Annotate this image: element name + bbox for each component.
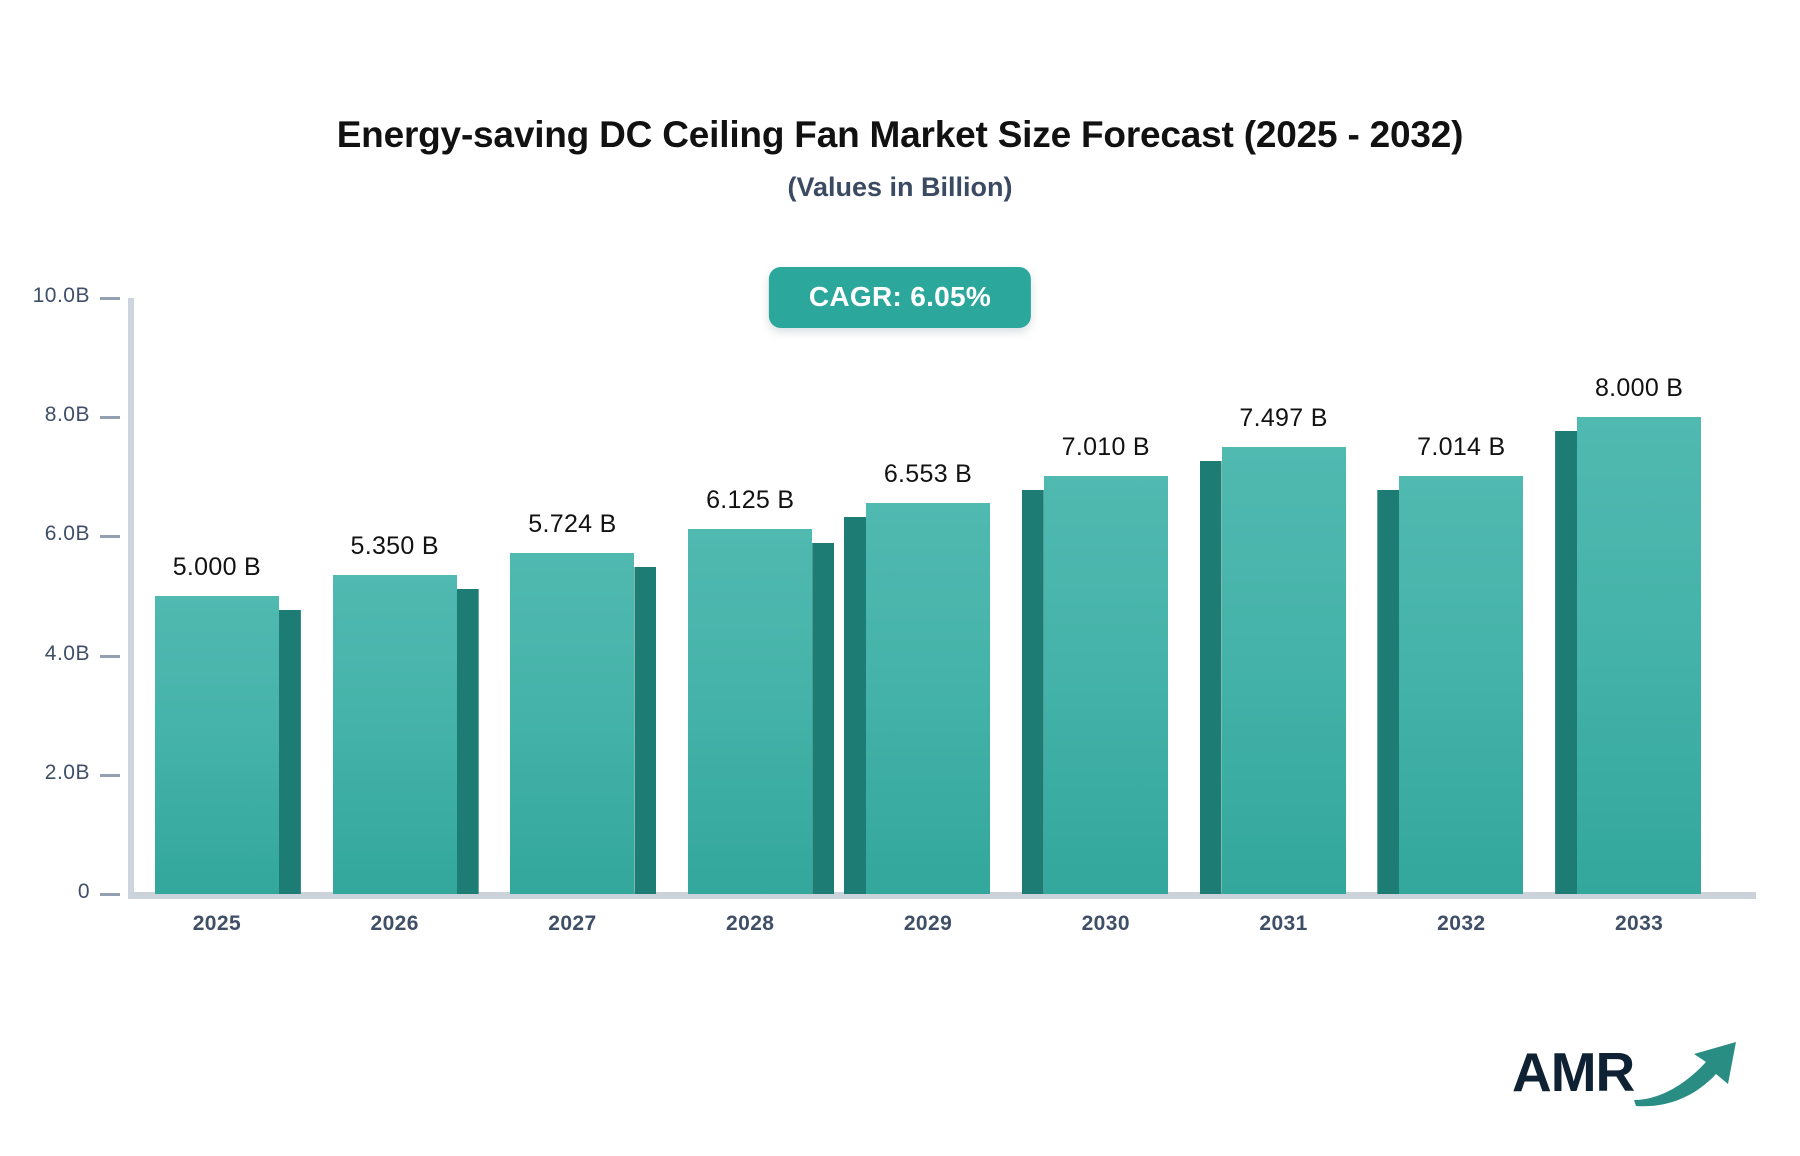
y-axis-tick-label: 2.0B (44, 760, 90, 784)
bar-column[interactable]: 7.014 B (1377, 298, 1524, 894)
bar-column[interactable]: 7.010 B (1021, 298, 1168, 894)
bar-side-face (844, 517, 866, 894)
x-axis-tick-label: 2031 (1259, 912, 1308, 935)
bar[interactable]: 5.000 B (154, 553, 301, 894)
bar-column[interactable]: 5.000 B (154, 298, 301, 894)
y-axis-tick-label: 10.0B (32, 284, 90, 307)
bar-value-label: 5.350 B (350, 532, 439, 561)
bar-column[interactable]: 7.497 B (1199, 298, 1346, 894)
y-axis-tick-mark (100, 773, 120, 777)
y-axis-tick-mark (100, 535, 120, 539)
bar-value-label: 6.553 B (883, 460, 973, 489)
x-axis-tick-label: 2026 (370, 912, 419, 935)
y-axis-tick-mark (100, 893, 120, 896)
bar-value-label: 5.000 B (172, 553, 262, 581)
x-axis-tick-label: 2028 (726, 912, 775, 935)
bar-value-label: 7.014 B (1417, 432, 1506, 461)
bar-front-face (332, 575, 457, 894)
x-axis-line (128, 892, 1756, 899)
chart-subtitle: (Values in Billion) (787, 172, 1013, 202)
y-axis-tick-mark (100, 654, 120, 658)
bar-value-label: 5.724 B (528, 509, 617, 538)
bar-front-face (1577, 417, 1702, 894)
x-axis-tick-label: 2032 (1437, 912, 1486, 935)
bar[interactable]: 6.553 B (844, 460, 990, 894)
bar-side-face (1377, 489, 1400, 894)
bar-value-label: 7.497 B (1239, 404, 1328, 433)
bar[interactable]: 7.010 B (1021, 433, 1168, 894)
bar-side-face (1555, 431, 1578, 894)
x-axis-tick-label: 2033 (1614, 912, 1664, 935)
bar-side-face (634, 566, 657, 894)
bar[interactable]: 5.350 B (332, 532, 479, 894)
bar-side-face (812, 542, 835, 894)
bar-side-face (1199, 461, 1222, 894)
bar-column[interactable]: 8.000 B (1555, 298, 1702, 894)
bar-front-face (1221, 447, 1346, 894)
bar[interactable]: 6.125 B (688, 486, 835, 894)
y-axis-tick-mark (100, 416, 120, 420)
x-axis-tick-label: 2027 (548, 912, 597, 935)
amr-logo: AMR (1512, 1032, 1742, 1118)
bar[interactable]: 7.497 B (1199, 404, 1346, 894)
x-axis-tick-label: 2025 (192, 912, 242, 935)
growth-arrow-icon (1634, 1042, 1736, 1107)
bar-side-face (456, 589, 479, 894)
bar-column[interactable]: 5.724 B (510, 298, 657, 894)
bar-column[interactable]: 6.125 B (688, 298, 835, 894)
bar-value-label: 7.010 B (1061, 433, 1150, 462)
bar[interactable]: 5.724 B (510, 510, 657, 894)
bar-value-label: 6.125 B (706, 485, 795, 514)
x-axis-tick-label: 2029 (903, 912, 953, 935)
page-title: Energy-saving DC Ceiling Fan Market Size… (336, 114, 1464, 155)
bar[interactable]: 7.014 B (1377, 433, 1524, 894)
y-axis-tick-mark (100, 297, 120, 300)
plot-area: 5.000 B 5.350 B 5.724 B 6.125 B 6.553 B 7.010… (128, 298, 1728, 894)
bar-value-label: 8.000 B (1594, 374, 1684, 403)
bar-front-face (154, 596, 279, 894)
y-axis-tick-label: 8.0B (44, 403, 90, 427)
bar-front-face (866, 503, 990, 894)
bar-front-face (510, 552, 635, 894)
y-axis-tick-label: 4.0B (44, 641, 90, 665)
bar-column[interactable]: 5.350 B (332, 298, 479, 894)
bar[interactable]: 8.000 B (1555, 374, 1702, 894)
bar-side-face (278, 610, 301, 894)
bar-front-face (1399, 475, 1524, 894)
bar-column[interactable]: 6.553 B (844, 298, 990, 894)
amr-logo-text: AMR (1512, 1041, 1635, 1103)
cagr-badge: CAGR: 6.05% (768, 267, 1032, 328)
y-axis-tick-label: 0 (77, 880, 90, 903)
bar-side-face (1021, 490, 1044, 894)
x-axis-tick-label: 2030 (1081, 912, 1130, 935)
y-axis-line (128, 298, 134, 896)
bar-front-face (1043, 476, 1168, 894)
y-axis-tick-label: 6.0B (44, 522, 90, 546)
bar-front-face (688, 528, 813, 894)
